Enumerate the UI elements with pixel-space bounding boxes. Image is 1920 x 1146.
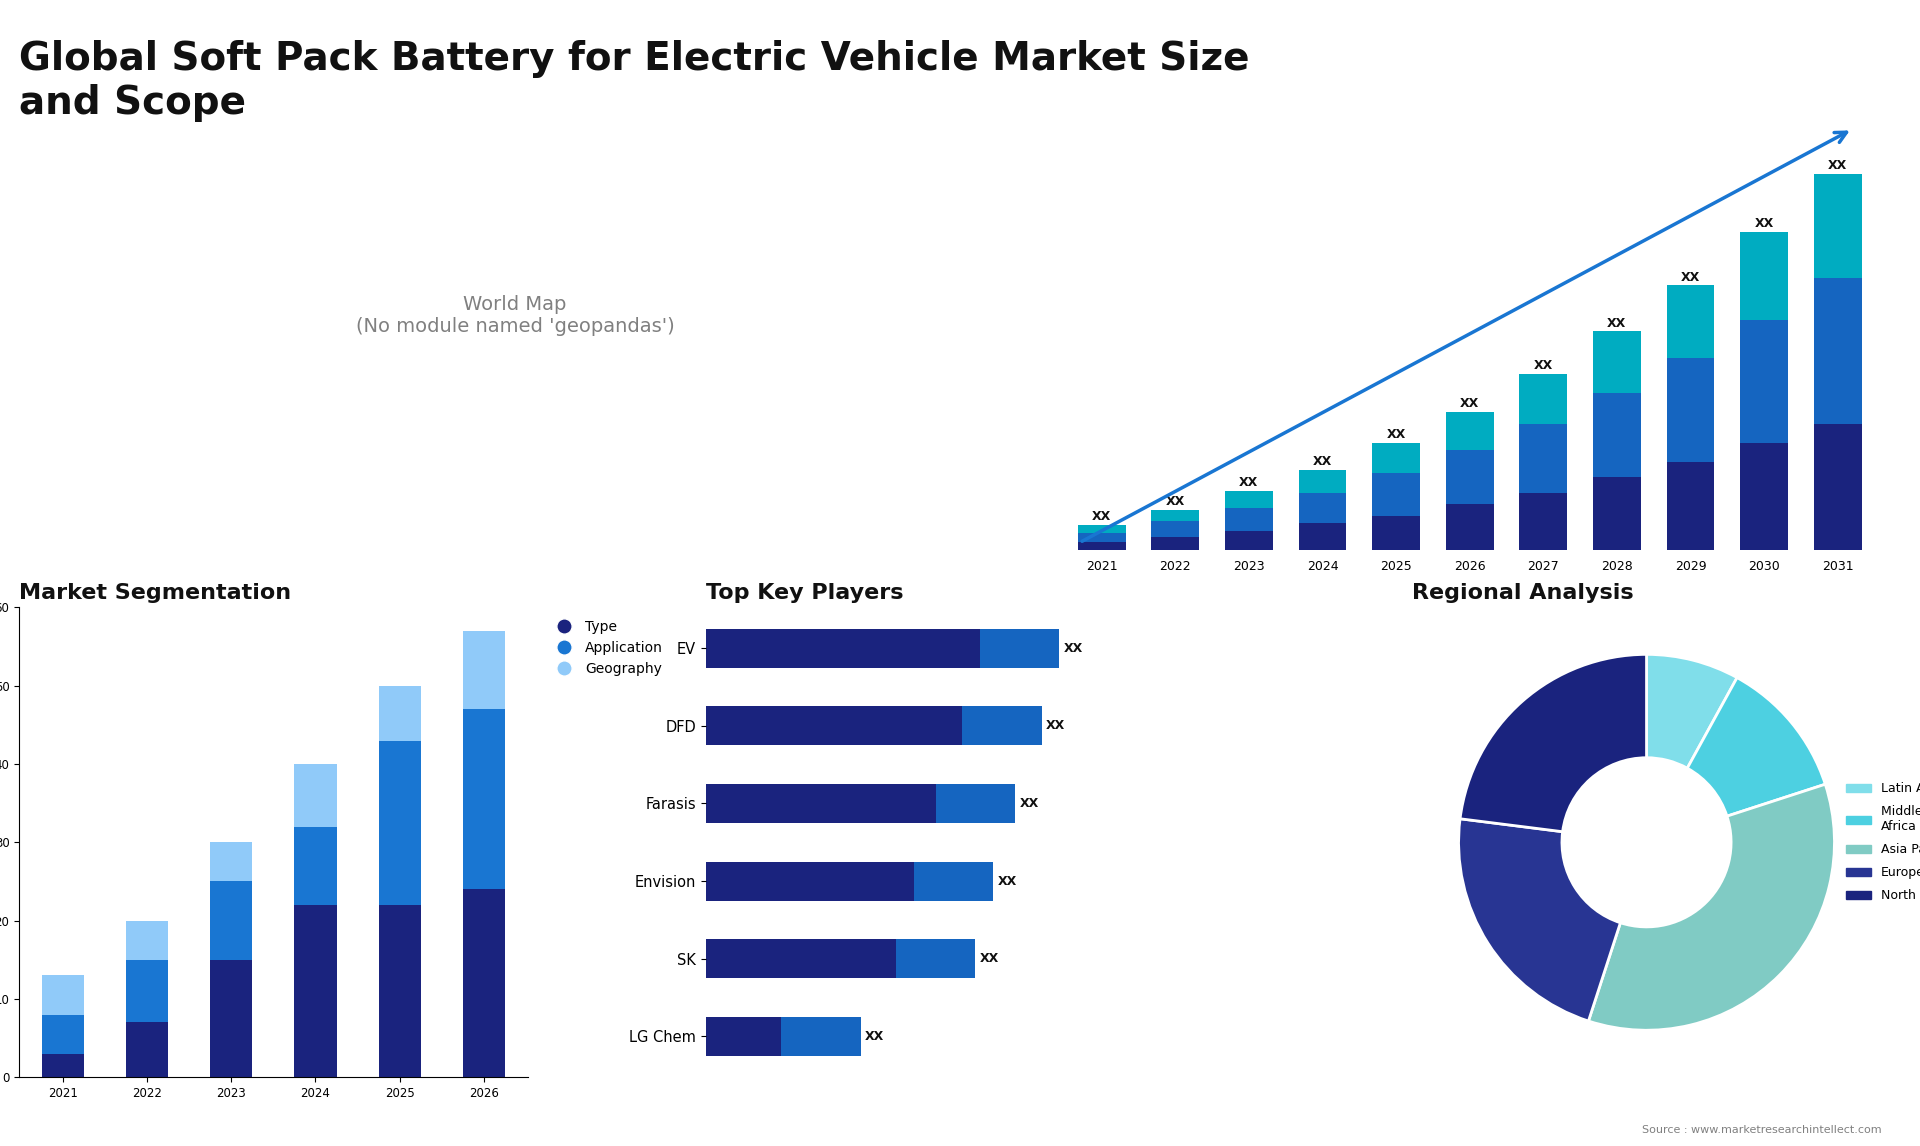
Text: XX: XX [1165,495,1185,508]
Wedge shape [1688,677,1826,816]
Bar [211,842,252,881]
Bar [781,1017,860,1055]
Bar [1225,508,1273,531]
Bar [463,889,505,1077]
Bar [211,960,252,1077]
Bar [1152,510,1200,521]
Text: XX: XX [1092,510,1112,524]
Text: XX: XX [979,952,998,965]
Wedge shape [1459,654,1647,832]
Bar [378,905,420,1077]
Bar [294,826,336,905]
Bar [1667,285,1715,359]
Bar [1298,493,1346,524]
Wedge shape [1588,784,1834,1030]
Bar [42,1054,84,1077]
Bar [127,920,169,960]
Wedge shape [1647,654,1738,768]
Bar [1814,277,1862,424]
Bar [1740,442,1788,550]
Bar [1225,490,1273,508]
Bar [1077,533,1125,542]
Bar [707,706,962,745]
Bar [707,1017,781,1055]
Bar [1446,450,1494,504]
Bar [979,629,1060,668]
Text: XX: XX [998,874,1018,888]
Bar [1740,320,1788,442]
Legend: Latin America, Middle East &
Africa, Asia Pacific, Europe, North America: Latin America, Middle East & Africa, Asi… [1841,777,1920,908]
Text: XX: XX [1459,397,1478,410]
Bar [378,740,420,905]
Text: XX: XX [1020,796,1039,810]
Bar [1077,525,1125,533]
Text: World Map
(No module named 'geopandas'): World Map (No module named 'geopandas') [355,295,674,336]
Text: XX: XX [1313,455,1332,468]
Text: Regional Analysis: Regional Analysis [1411,583,1634,603]
Text: XX: XX [1828,159,1847,172]
Wedge shape [1459,818,1620,1021]
Bar [463,630,505,709]
Bar [294,764,336,826]
Bar [1667,462,1715,550]
Text: Market Segmentation: Market Segmentation [19,583,292,603]
Text: XX: XX [1386,427,1405,441]
Text: XX: XX [1064,642,1083,654]
Bar [1667,359,1715,462]
Text: Top Key Players: Top Key Players [707,583,902,603]
Bar [707,629,979,668]
Text: XX: XX [1755,217,1774,230]
Text: XX: XX [1238,476,1258,488]
Bar [42,1014,84,1054]
Bar [378,685,420,740]
Bar [1519,374,1567,424]
Bar [294,905,336,1077]
Bar [1152,521,1200,536]
Bar [1152,536,1200,550]
Bar [1373,516,1421,550]
Bar [935,784,1016,823]
Bar [42,975,84,1014]
Bar [1373,473,1421,516]
Bar [707,862,914,901]
Bar [1814,424,1862,550]
Bar [463,709,505,889]
Bar [1446,413,1494,450]
Bar [1298,470,1346,493]
Bar [707,784,935,823]
Bar [1298,524,1346,550]
Bar [1814,174,1862,277]
Bar [914,862,993,901]
Bar [127,1022,169,1077]
Text: XX: XX [864,1030,885,1043]
Bar [1594,393,1642,477]
Bar [1077,542,1125,550]
Text: Source : www.marketresearchintellect.com: Source : www.marketresearchintellect.com [1642,1124,1882,1135]
Bar [962,706,1043,745]
Bar [897,940,975,979]
Bar [1594,331,1642,393]
Bar [1373,442,1421,473]
Bar [707,940,897,979]
Bar [1594,477,1642,550]
Bar [1446,504,1494,550]
Bar [1740,231,1788,320]
Bar [1519,493,1567,550]
Text: XX: XX [1046,720,1066,732]
Text: XX: XX [1607,316,1626,330]
Bar [127,960,169,1022]
Bar [1519,424,1567,493]
Bar [211,881,252,960]
Text: XX: XX [1534,359,1553,371]
Text: XX: XX [1680,270,1699,283]
Bar [1225,531,1273,550]
Text: Global Soft Pack Battery for Electric Vehicle Market Size
and Scope: Global Soft Pack Battery for Electric Ve… [19,40,1250,123]
Legend: Type, Application, Geography: Type, Application, Geography [545,614,668,682]
